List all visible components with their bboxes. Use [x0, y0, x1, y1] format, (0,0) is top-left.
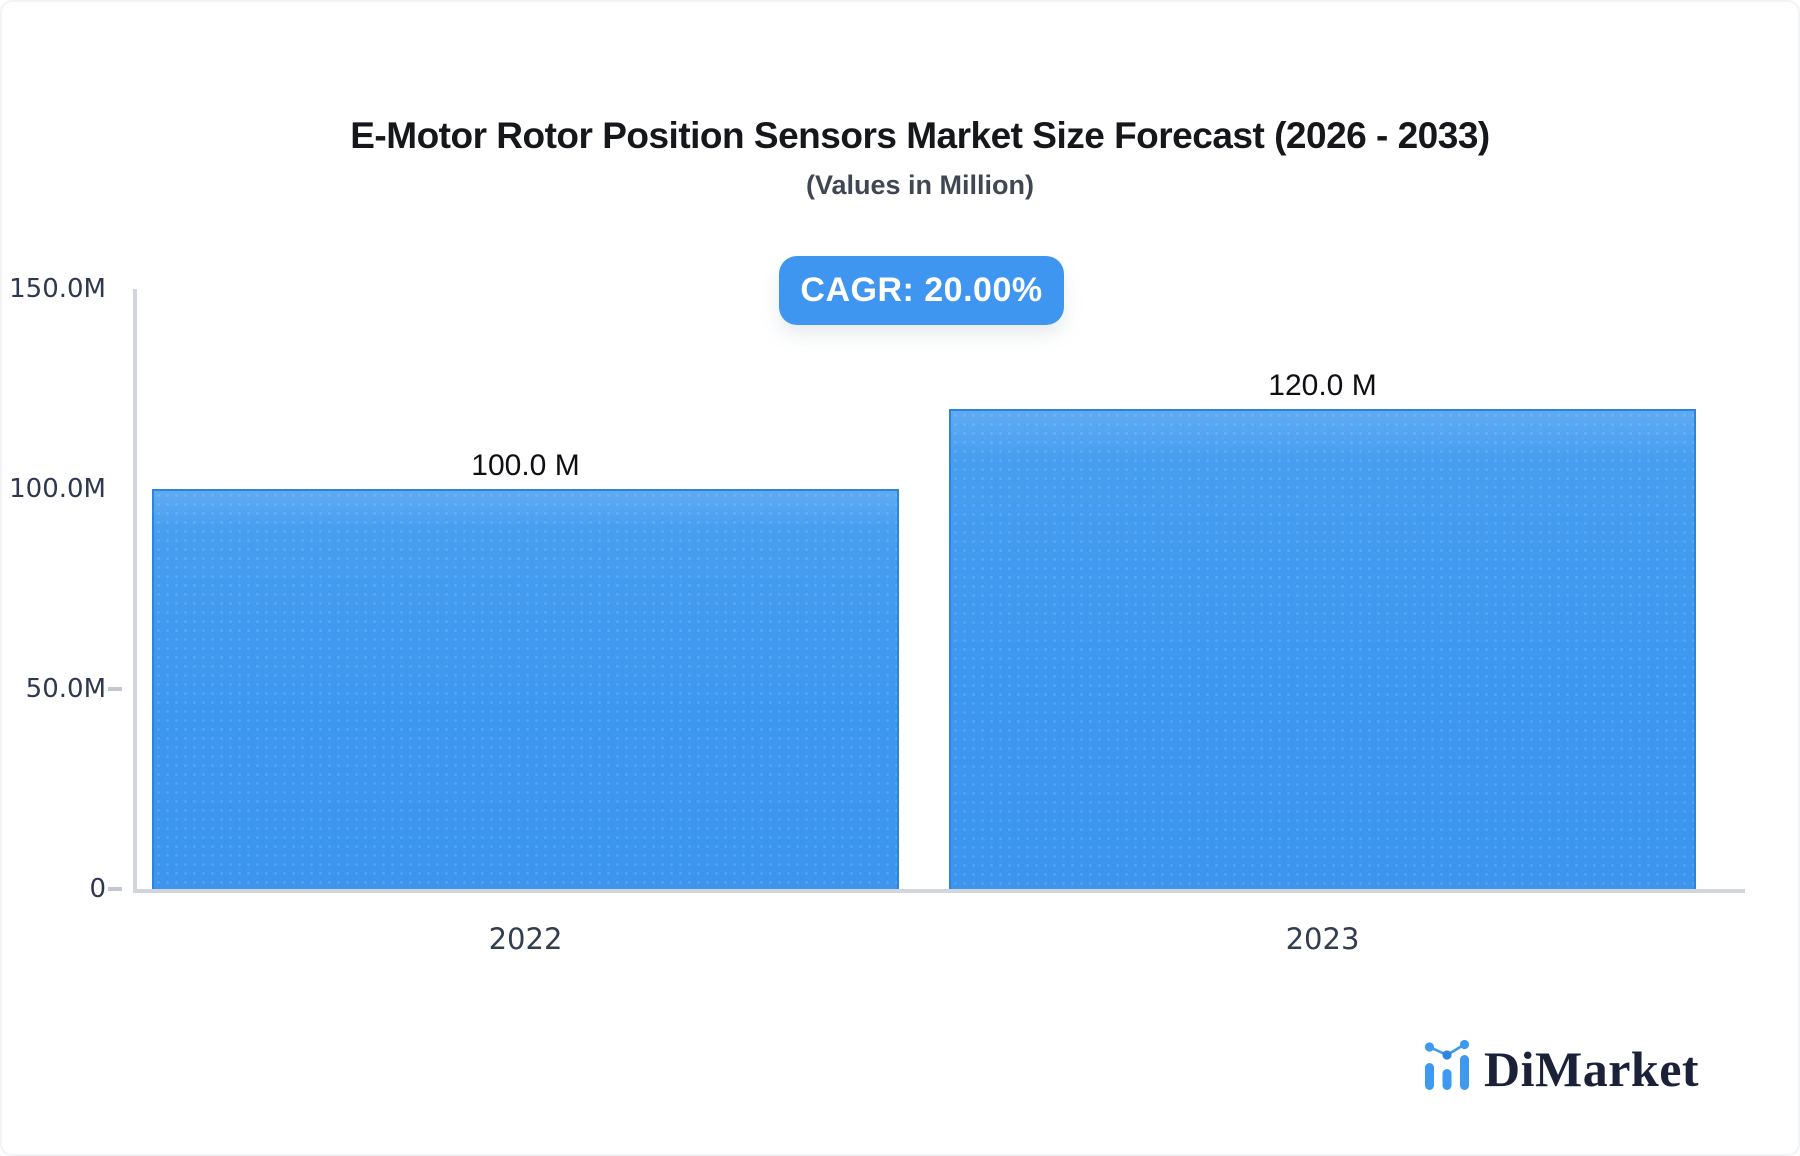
cagr-badge: CAGR: 20.00% [779, 256, 1064, 325]
bar-value-label: 120.0 M [1268, 369, 1377, 402]
y-axis-tick-label: 50.0M [25, 674, 106, 704]
y-axis-tick-label: 150.0M [9, 274, 106, 304]
bar-2023 [949, 409, 1696, 889]
y-axis-line [133, 289, 137, 893]
brand-logo: DiMarket [1422, 1038, 1699, 1094]
chart-title: E-Motor Rotor Position Sensors Market Si… [350, 115, 1490, 156]
x-axis-line [133, 889, 1745, 893]
bar-2022 [152, 489, 899, 889]
x-axis-category-label: 2022 [488, 922, 563, 956]
y-axis-tick-mark [108, 887, 122, 891]
cagr-badge-label: CAGR: 20.00% [800, 271, 1043, 309]
y-axis-tick-label: 0 [89, 874, 106, 904]
x-axis-category-label: 2023 [1285, 922, 1360, 956]
y-axis-tick-label: 100.0M [9, 474, 106, 504]
chart-subtitle: (Values in Million) [805, 170, 1035, 200]
bar-value-label: 100.0 M [471, 449, 580, 482]
bar-line-chart-icon [1424, 1039, 1470, 1090]
y-axis-tick-mark [108, 687, 122, 691]
brand-logo-text: DiMarket [1484, 1041, 1700, 1097]
